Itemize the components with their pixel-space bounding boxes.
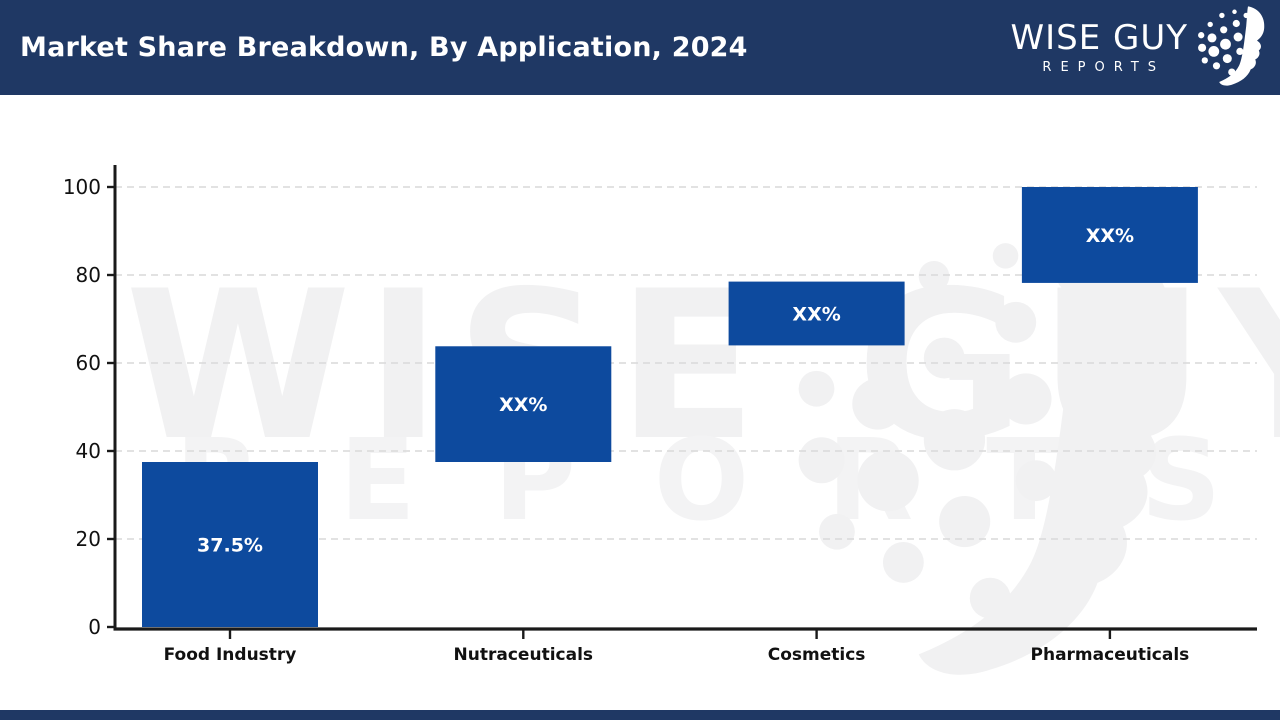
- x-category-label: Food Industry: [164, 645, 297, 665]
- bar: [728, 281, 905, 346]
- logo-word: WISE GUY: [1010, 17, 1188, 58]
- dotted-head-icon: [1194, 4, 1266, 92]
- waterfall-chart: 37.5% XX% XX% XX% 0 20 40 60 80 100 Food Industry N…: [63, 165, 1257, 665]
- bar-value-label: XX%: [792, 304, 840, 326]
- footer-bar: [0, 710, 1280, 720]
- wise-guy-logo: WISE GUY REPORTS: [1010, 4, 1266, 92]
- bar-value-label: XX%: [499, 394, 547, 416]
- bar: [1021, 187, 1198, 283]
- x-category-label: Cosmetics: [768, 645, 866, 665]
- y-tick-label: 80: [76, 263, 101, 287]
- bar-value-label: XX%: [1086, 225, 1134, 247]
- y-tick-label: 40: [76, 439, 101, 463]
- y-tick-label: 100: [63, 175, 101, 199]
- y-tick-label: 0: [88, 615, 101, 639]
- y-tick-label: 60: [76, 351, 101, 375]
- bar-value-label: 37.5%: [197, 535, 263, 557]
- y-tick-label: 20: [76, 527, 101, 551]
- logo-reports-label: REPORTS: [1042, 59, 1166, 75]
- logo-wordmark: WISE GUY REPORTS: [1010, 21, 1188, 75]
- page-title: Market Share Breakdown, By Application, …: [20, 32, 748, 63]
- bar: [142, 462, 318, 627]
- chart-area: WISE GUY REPORTS: [0, 95, 1280, 710]
- header-bar: Market Share Breakdown, By Application, …: [0, 0, 1280, 95]
- x-category-label: Pharmaceuticals: [1031, 645, 1190, 665]
- x-category-label: Nutraceuticals: [454, 645, 593, 665]
- bar: [435, 346, 612, 462]
